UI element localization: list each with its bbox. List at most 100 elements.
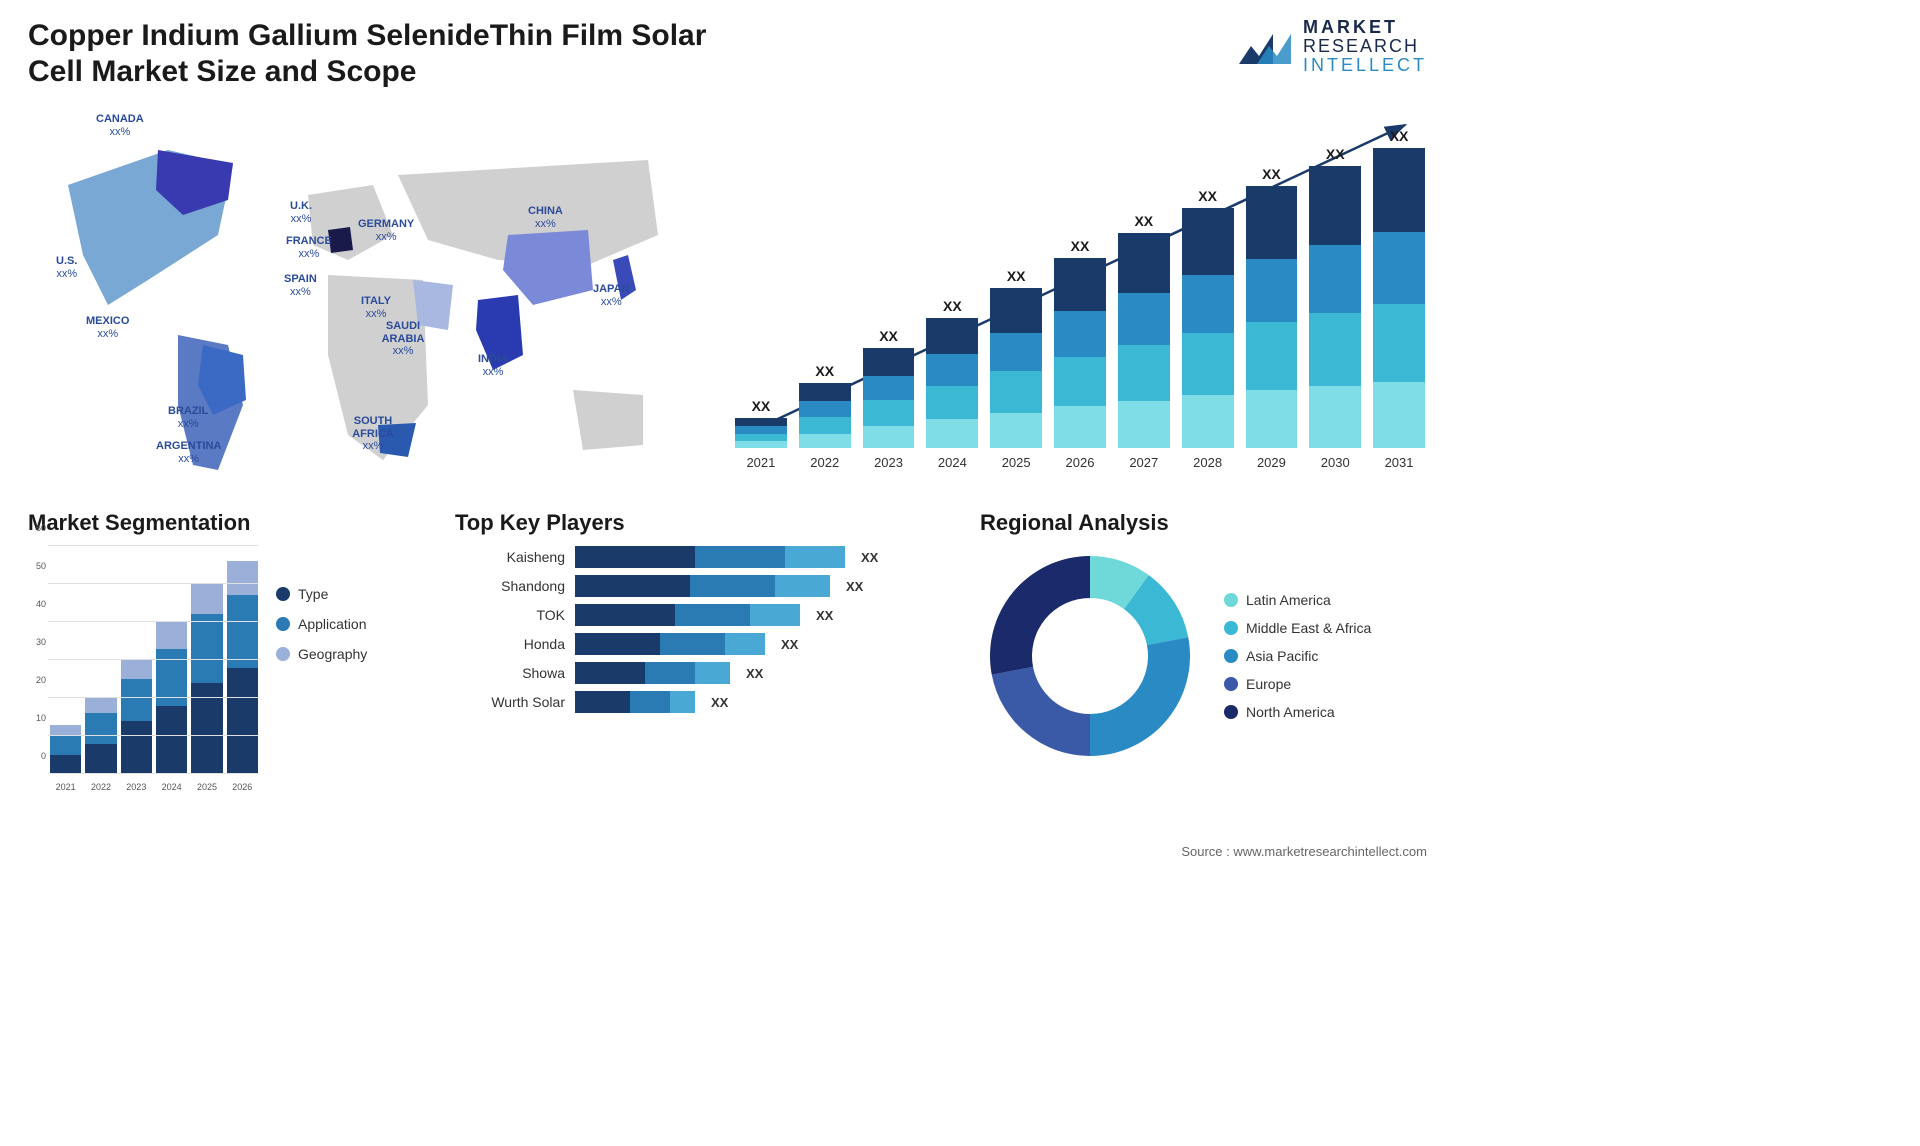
logo-text-2: RESEARCH — [1303, 37, 1427, 56]
growth-value-label: XX — [1007, 268, 1026, 284]
growth-value-label: XX — [943, 298, 962, 314]
legend-label: Application — [298, 616, 367, 632]
growth-seg — [799, 434, 851, 448]
growth-value-label: XX — [1262, 166, 1281, 182]
legend-label: Geography — [298, 646, 367, 662]
seg-xlabel: 2024 — [156, 782, 187, 792]
map-label-italy: ITALYxx% — [361, 295, 391, 320]
seg-xlabel: 2022 — [85, 782, 116, 792]
growth-seg — [799, 401, 851, 417]
growth-seg — [1246, 186, 1298, 259]
page-title: Copper Indium Gallium SelenideThin Film … — [28, 18, 728, 90]
growth-seg — [799, 383, 851, 401]
player-seg — [690, 575, 775, 597]
player-value: XX — [846, 579, 863, 594]
growth-seg — [863, 400, 915, 426]
growth-seg — [1182, 333, 1234, 395]
legend-item-europe: Europe — [1224, 676, 1371, 692]
growth-seg — [1054, 357, 1106, 406]
growth-xlabel: 2023 — [863, 455, 915, 470]
growth-seg — [1182, 275, 1234, 333]
growth-col-2028: XX — [1182, 188, 1234, 448]
growth-seg — [1118, 401, 1170, 448]
seg-seg — [85, 698, 116, 713]
growth-col-2023: XX — [863, 328, 915, 448]
swatch-icon — [276, 587, 290, 601]
seg-xlabels: 202120222023202420252026 — [50, 782, 258, 792]
player-name: Wurth Solar — [455, 694, 565, 710]
player-name: TOK — [455, 607, 565, 623]
legend-item-latin-america: Latin America — [1224, 592, 1371, 608]
player-bar — [575, 691, 695, 713]
seg-seg — [227, 561, 258, 595]
growth-seg — [1054, 406, 1106, 448]
player-value: XX — [711, 695, 728, 710]
seg-gridline — [48, 735, 258, 736]
growth-seg — [1054, 311, 1106, 357]
growth-seg — [926, 419, 978, 448]
player-bar — [575, 662, 730, 684]
seg-seg — [227, 595, 258, 667]
legend-label: Asia Pacific — [1246, 648, 1318, 664]
growth-seg — [863, 376, 915, 400]
logo-text-3: INTELLECT — [1303, 56, 1427, 75]
map-region-australia — [573, 390, 643, 450]
segmentation-section: Market Segmentation 0102030405060 202120… — [28, 510, 448, 796]
legend-item-asia-pacific: Asia Pacific — [1224, 648, 1371, 664]
player-row-shandong: ShandongXX — [455, 575, 955, 597]
map-label-india: INDIAxx% — [478, 353, 508, 378]
growth-seg — [990, 288, 1042, 333]
growth-seg — [735, 418, 787, 426]
player-seg — [750, 604, 800, 626]
growth-col-2021: XX — [735, 398, 787, 448]
seg-col-2024 — [156, 622, 187, 774]
legend-item-geography: Geography — [276, 646, 367, 662]
growth-xlabel: 2022 — [799, 455, 851, 470]
seg-seg — [50, 736, 81, 755]
player-seg — [575, 604, 675, 626]
player-seg — [630, 691, 670, 713]
legend-label: North America — [1246, 704, 1335, 720]
seg-xlabel: 2026 — [227, 782, 258, 792]
map-region-china — [503, 230, 593, 305]
growth-seg — [1373, 148, 1425, 232]
brand-logo: MARKET RESEARCH INTELLECT — [1237, 18, 1427, 75]
map-label-spain: SPAINxx% — [284, 273, 317, 298]
legend-label: Europe — [1246, 676, 1291, 692]
seg-ytick: 30 — [36, 637, 46, 647]
swatch-icon — [1224, 649, 1238, 663]
legend-item-middle-east-africa: Middle East & Africa — [1224, 620, 1371, 636]
player-name: Honda — [455, 636, 565, 652]
growth-seg — [1373, 232, 1425, 304]
growth-seg — [735, 434, 787, 442]
growth-bars: XXXXXXXXXXXXXXXXXXXXXX — [735, 128, 1425, 448]
seg-ytick: 10 — [36, 713, 46, 723]
seg-seg — [85, 744, 116, 774]
growth-seg — [1054, 258, 1106, 311]
map-label-brazil: BRAZILxx% — [168, 405, 208, 430]
growth-value-label: XX — [1134, 213, 1153, 229]
map-label-canada: CANADAxx% — [96, 113, 144, 138]
growth-seg — [990, 413, 1042, 448]
growth-xlabel: 2028 — [1182, 455, 1234, 470]
legend-label: Type — [298, 586, 328, 602]
legend-label: Latin America — [1246, 592, 1331, 608]
seg-bars — [50, 546, 258, 774]
growth-xlabel: 2031 — [1373, 455, 1425, 470]
regional-donut — [980, 546, 1200, 766]
growth-xlabels: 2021202220232024202520262027202820292030… — [735, 455, 1425, 470]
player-seg — [575, 662, 645, 684]
map-label-saudi-arabia: SAUDI ARABIAxx% — [373, 320, 433, 358]
swatch-icon — [1224, 621, 1238, 635]
players-rows: KaishengXXShandongXXTOKXXHondaXXShowaXXW… — [455, 546, 955, 713]
map-label-japan: JAPANxx% — [593, 283, 629, 308]
seg-seg — [156, 706, 187, 774]
growth-seg — [990, 333, 1042, 371]
player-seg — [785, 546, 845, 568]
growth-chart: XXXXXXXXXXXXXXXXXXXXXX 20212022202320242… — [735, 105, 1425, 470]
player-bar — [575, 604, 800, 626]
seg-xlabel: 2023 — [121, 782, 152, 792]
player-seg — [695, 662, 730, 684]
map-label-south-africa: SOUTH AFRICAxx% — [343, 415, 403, 453]
donut-slice-europe — [992, 667, 1090, 756]
